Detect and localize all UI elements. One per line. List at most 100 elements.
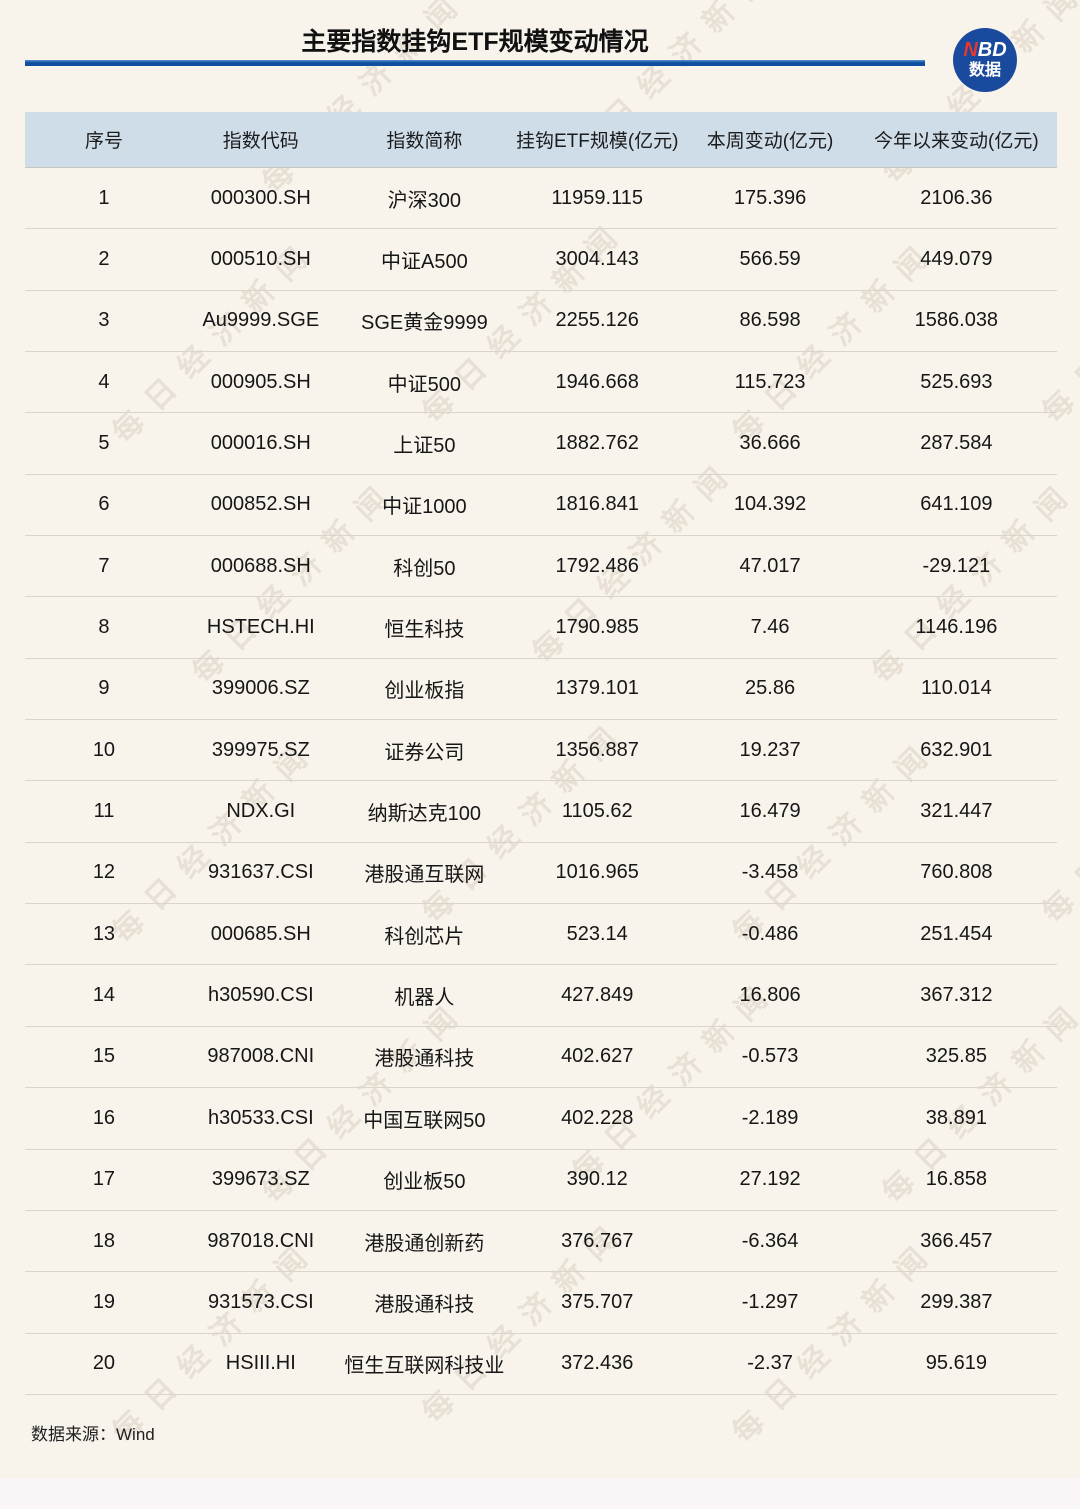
cell-week: 16.806 [739,984,801,1007]
cell-code: NDX.GI [226,800,296,823]
cell-ytd: 632.901 [920,738,993,761]
table-row: 15 987008.CNI 港股通科技 402.627 -0.573 325.8… [25,1027,1057,1089]
table-row: 9 399006.SZ 创业板指 1379.101 25.86 110.014 [25,659,1057,721]
table-row: 13 000685.SH 科创芯片 523.14 -0.486 251.454 [25,904,1057,966]
cell-name: 恒生互联网科技业 [344,1355,505,1378]
cell-name: 创业板50 [383,1171,466,1194]
nbd-logo: NBD 数据 [953,28,1017,92]
cell-week: -1.297 [741,1290,799,1313]
cell-scale: 1016.965 [555,861,639,884]
cell-seq: 20 [92,1352,116,1375]
cell-name: 证券公司 [384,741,465,764]
cell-scale: 1379.101 [555,677,639,700]
cell-code: 000905.SH [210,370,311,393]
cell-name: SGE黄金9999 [361,312,488,335]
cell-ytd: 110.014 [920,677,992,700]
cell-code: h30590.CSI [207,984,314,1007]
table-row: 7 000688.SH 科创50 1792.486 47.017 -29.121 [25,536,1057,598]
cell-scale: 2255.126 [555,309,639,332]
table-row: 12 931637.CSI 港股通互联网 1016.965 -3.458 760… [25,843,1057,905]
cell-scale: 1790.985 [555,616,639,639]
table-row: 1 000300.SH 沪深300 11959.115 175.396 2106… [25,168,1057,230]
table-row: 4 000905.SH 中证500 1946.668 115.723 525.6… [25,352,1057,414]
cell-code: 000852.SH [210,493,311,516]
header-cell-seq: 序号 [84,131,123,152]
table-row: 3 Au9999.SGE SGE黄金9999 2255.126 86.598 1… [25,291,1057,353]
cell-seq: 5 [98,432,110,455]
cell-seq: 8 [98,616,110,639]
cell-name: 上证50 [393,435,456,458]
cell-ytd: 525.693 [920,370,993,393]
cell-week: 104.392 [733,493,807,516]
table-row: 20 HSIII.HI 恒生互联网科技业 372.436 -2.37 95.61… [25,1334,1057,1395]
cell-scale: 427.849 [561,984,634,1007]
data-source: 数据来源：Wind [31,1425,155,1444]
cell-scale: 1105.62 [561,800,633,823]
cell-seq: 9 [98,677,110,700]
cell-week: -2.37 [747,1352,793,1375]
cell-seq: 13 [92,922,116,945]
cell-week: 25.86 [745,677,796,700]
cell-ytd: 760.808 [920,861,993,884]
cell-name: 沪深300 [387,189,462,212]
table-row: 5 000016.SH 上证50 1882.762 36.666 287.584 [25,413,1057,475]
cell-scale: 1882.762 [555,432,639,455]
header-cell-name: 指数简称 [386,131,463,152]
nbd-logo-text: NBD [963,40,1006,60]
cell-seq: 17 [92,1168,116,1191]
cell-week: 115.723 [734,370,806,393]
cell-seq: 18 [92,1229,116,1252]
cell-scale: 402.228 [561,1106,634,1129]
cell-ytd: 321.447 [920,800,993,823]
cell-name: 中证A500 [381,251,468,274]
cell-code: Au9999.SGE [202,309,320,332]
cell-seq: 16 [92,1106,116,1129]
cell-seq: 12 [92,861,116,884]
cell-name: 港股通互联网 [364,864,485,887]
cell-ytd: 366.457 [920,1229,993,1252]
cell-scale: 523.14 [566,922,628,945]
cell-name: 机器人 [394,987,455,1010]
cell-week: 86.598 [739,309,801,332]
header-cell-ytd: 今年以来变动(亿元) [874,131,1039,152]
cell-ytd: 2106.36 [920,186,993,209]
cell-name: 创业板指 [384,680,465,703]
cell-code: 987008.CNI [207,1045,315,1068]
cell-scale: 375.707 [561,1290,634,1313]
cell-name: 港股通创新药 [364,1232,485,1255]
cell-scale: 402.627 [561,1045,634,1068]
cell-scale: 1946.668 [555,370,639,393]
cell-ytd: 38.891 [925,1106,987,1129]
cell-week: 7.46 [750,616,790,639]
cell-code: HSIII.HI [225,1352,296,1375]
cell-ytd: 1146.196 [915,616,998,639]
cell-name: 港股通科技 [374,1293,475,1316]
cell-scale: 1816.841 [555,493,639,516]
cell-name: 港股通科技 [374,1048,475,1071]
table-header-row: 序号 指数代码 指数简称 挂钩ETF规模(亿元) 本周变动(亿元) 今年以来变动… [25,112,1057,168]
cell-seq: 2 [98,248,110,271]
nbd-logo-subtext: 数据 [968,61,1001,79]
cell-week: 36.666 [739,432,801,455]
cell-name: 中证1000 [382,496,467,519]
table-row: 11 NDX.GI 纳斯达克100 1105.62 16.479 321.447 [25,781,1057,843]
cell-week: -2.189 [741,1106,799,1129]
cell-scale: 390.12 [566,1168,628,1191]
cell-scale: 11959.115 [551,186,643,209]
cell-code: 000688.SH [210,554,311,577]
cell-code: 399006.SZ [211,677,310,700]
table-row: 18 987018.CNI 港股通创新药 376.767 -6.364 366.… [25,1211,1057,1273]
cell-week: 27.192 [739,1168,801,1191]
cell-code: 000300.SH [210,186,311,209]
table-row: 19 931573.CSI 港股通科技 375.707 -1.297 299.3… [25,1272,1057,1334]
cell-ytd: 449.079 [920,248,993,271]
cell-ytd: 641.109 [920,493,993,516]
cell-ytd: 251.454 [920,922,993,945]
data-table: 序号 指数代码 指数简称 挂钩ETF规模(亿元) 本周变动(亿元) 今年以来变动… [25,112,1057,1395]
cell-name: 中证500 [387,373,462,396]
cell-week: 566.59 [739,248,801,271]
table-row: 17 399673.SZ 创业板50 390.12 27.192 16.858 [25,1150,1057,1211]
table-row: 14 h30590.CSI 机器人 427.849 16.806 367.312 [25,965,1057,1027]
cell-seq: 10 [92,738,116,761]
cell-code: HSTECH.HI [206,616,315,639]
